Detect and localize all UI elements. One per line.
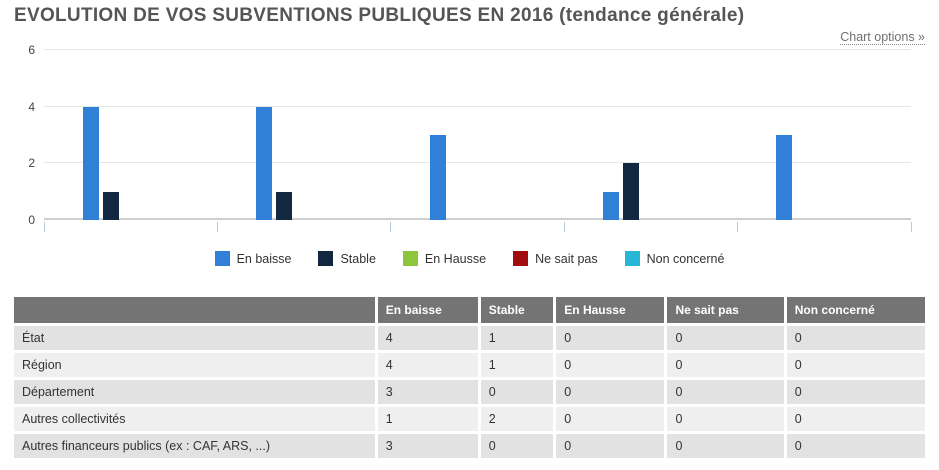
cell-stable: 1	[477, 326, 554, 350]
bar-en-baisse-d-partement[interactable]	[429, 135, 446, 220]
table-header-stable: Stable	[477, 297, 554, 323]
gridline-4	[44, 105, 911, 107]
y-tick-label-2: 2	[28, 156, 35, 171]
row-label: Département	[14, 380, 375, 404]
gridline-0	[44, 218, 911, 220]
row-label: Autres collectivités	[14, 407, 375, 431]
bar-en-baisse-autres-financeurs-publics-ex-caf-ars[interactable]	[776, 135, 793, 220]
table-row-d-partement: Département 3 0 0 0 0	[14, 380, 925, 404]
table-row-autres-financeurs-publics-ex-caf-ars: Autres financeurs publics (ex : CAF, ARS…	[14, 434, 925, 458]
cell-stable: 0	[477, 434, 554, 458]
chart-plot-area	[43, 49, 912, 232]
gridline-2	[44, 162, 911, 164]
table-header-en-baisse: En baisse	[374, 297, 478, 323]
legend-swatch-ne-sait-pas	[513, 251, 529, 266]
row-label: Région	[14, 353, 375, 377]
x-axis-tick-4	[737, 222, 739, 232]
cell-en-hausse: 0	[553, 353, 665, 377]
bar-stable-tat[interactable]	[102, 191, 119, 220]
legend-item-en-baisse[interactable]: En baisse	[214, 251, 292, 266]
cell-non-concern: 0	[783, 434, 925, 458]
legend-label-stable: Stable	[340, 251, 376, 266]
x-axis-tick-2	[390, 222, 392, 232]
bar-en-baisse-r-gion[interactable]	[256, 106, 273, 220]
cell-en-baisse: 3	[374, 380, 478, 404]
x-axis-tick-0	[43, 222, 45, 232]
row-label: État	[14, 326, 375, 350]
cell-en-baisse: 4	[374, 326, 478, 350]
cell-en-hausse: 0	[553, 380, 665, 404]
page-title: EVOLUTION DE VOS SUBVENTIONS PUBLIQUES E…	[14, 5, 745, 26]
cell-ne-sait-pas: 0	[664, 353, 784, 377]
gridline-6	[44, 49, 911, 50]
table-header-non-concern: Non concerné	[783, 297, 925, 323]
y-tick-label-6: 6	[28, 43, 35, 57]
cell-non-concern: 0	[783, 407, 925, 431]
cell-en-hausse: 0	[553, 326, 665, 350]
legend-item-ne-sait-pas[interactable]: Ne sait pas	[513, 251, 598, 266]
legend-label-non-concern: Non concerné	[646, 251, 725, 266]
legend-swatch-non-concern	[624, 251, 640, 266]
bar-group-r-gion	[217, 50, 390, 220]
cell-stable: 1	[477, 353, 554, 377]
row-label: Autres financeurs publics (ex : CAF, ARS…	[14, 434, 375, 458]
cell-en-baisse: 4	[374, 353, 478, 377]
legend-item-en-hausse[interactable]: En Hausse	[402, 251, 487, 266]
results-table: En baisse Stable En Hausse Ne sait pas Non c…	[14, 294, 925, 461]
bar-stable-r-gion[interactable]	[276, 191, 293, 220]
bar-stable-autres-collectivit-s[interactable]	[622, 163, 639, 220]
table-header-ne-sait-pas: Ne sait pas	[664, 297, 784, 323]
legend-item-stable[interactable]: Stable	[318, 251, 376, 266]
cell-en-baisse: 3	[374, 434, 478, 458]
table-row-tat: État 4 1 0 0 0	[14, 326, 925, 350]
legend-swatch-en-baisse	[214, 251, 230, 266]
legend-label-en-baisse: En baisse	[236, 251, 292, 266]
bar-chart: 0 2 4 6	[0, 43, 939, 234]
cell-ne-sait-pas: 0	[664, 326, 784, 350]
legend-label-en-hausse: En Hausse	[424, 251, 487, 266]
bar-en-baisse-tat[interactable]	[82, 106, 99, 220]
chart-options-link[interactable]: Chart options »	[840, 30, 925, 45]
bar-en-baisse-autres-collectivit-s[interactable]	[602, 191, 619, 220]
y-tick-label-4: 4	[28, 99, 35, 114]
cell-non-concern: 0	[783, 380, 925, 404]
cell-en-hausse: 0	[553, 407, 665, 431]
bar-group-autres-collectivit-s	[564, 50, 737, 220]
bar-group-d-partement	[391, 50, 564, 220]
legend-item-non-concern[interactable]: Non concerné	[624, 251, 725, 266]
y-tick-label-0: 0	[28, 213, 35, 227]
cell-ne-sait-pas: 0	[664, 434, 784, 458]
cell-ne-sait-pas: 0	[664, 407, 784, 431]
legend-label-ne-sait-pas: Ne sait pas	[535, 251, 598, 266]
cell-ne-sait-pas: 0	[664, 380, 784, 404]
x-axis-tick-1	[216, 222, 218, 232]
chart-legend: En baisse Stable En Hausse Ne sait pas Non c…	[0, 250, 939, 267]
y-axis-labels: 0 2 4 6	[0, 43, 37, 227]
cell-en-baisse: 1	[374, 407, 478, 431]
cell-non-concern: 0	[783, 353, 925, 377]
x-axis-tick-3	[563, 222, 565, 232]
table-row-r-gion: Région 4 1 0 0 0	[14, 353, 925, 377]
bar-group-tat	[44, 50, 217, 220]
table-header-label-column	[14, 297, 375, 323]
legend-swatch-stable	[318, 251, 334, 266]
cell-stable: 0	[477, 380, 554, 404]
chart-options-row: Chart options »	[0, 30, 939, 45]
cell-en-hausse: 0	[553, 434, 665, 458]
cell-non-concern: 0	[783, 326, 925, 350]
bar-group-autres-financeurs-publics-ex-caf-ars	[738, 50, 911, 220]
table-header-row: En baisse Stable En Hausse Ne sait pas Non c…	[14, 297, 925, 323]
table-header-en-hausse: En Hausse	[553, 297, 665, 323]
chart-bar-groups	[44, 50, 911, 220]
x-axis-tick-5	[910, 222, 912, 232]
legend-swatch-en-hausse	[402, 251, 418, 266]
cell-stable: 2	[477, 407, 554, 431]
table-row-autres-collectivit-s: Autres collectivités 1 2 0 0 0	[14, 407, 925, 431]
